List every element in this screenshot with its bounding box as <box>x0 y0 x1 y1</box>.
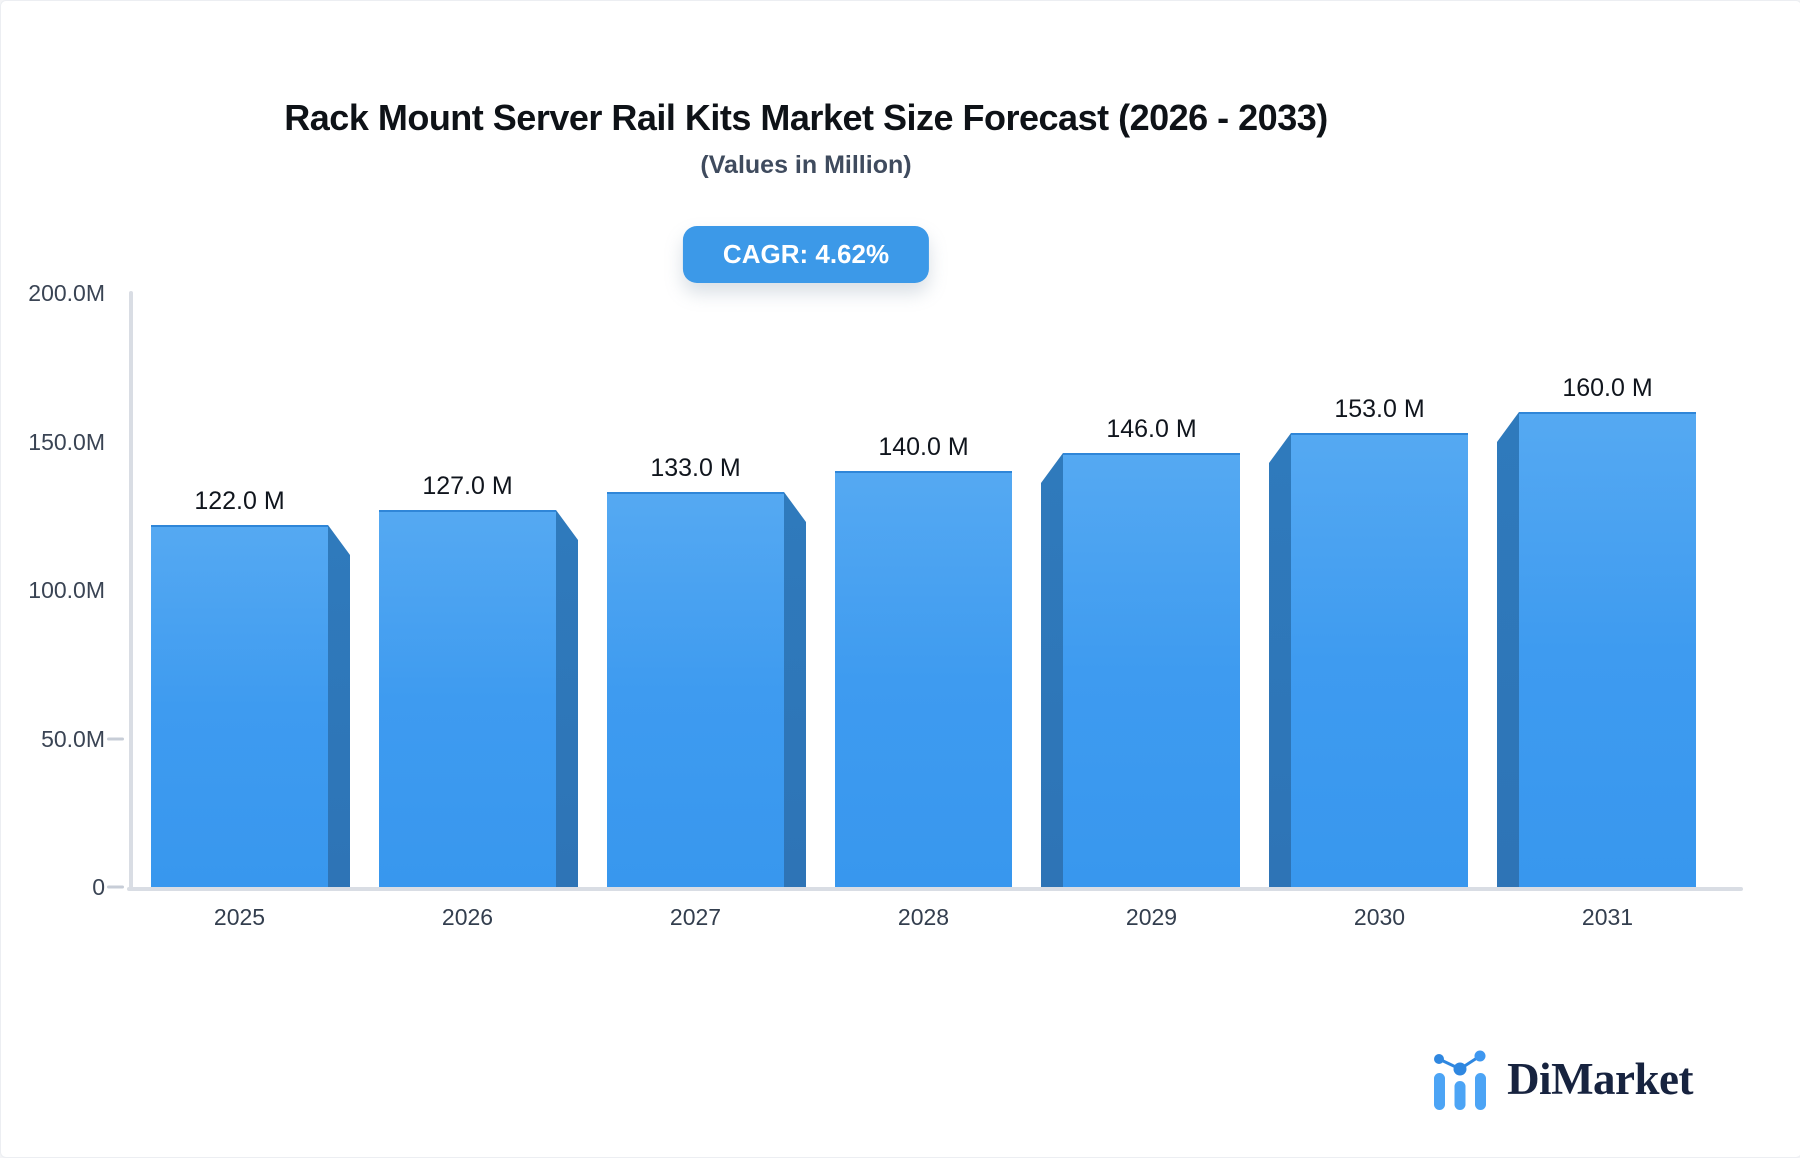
bar-value-label: 146.0 M <box>1106 415 1197 443</box>
bar-2027 <box>607 492 784 887</box>
bar-value-label: 160.0 M <box>1562 374 1653 402</box>
y-tick-mark <box>107 885 124 889</box>
chart-title: Rack Mount Server Rail Kits Market Size … <box>284 97 1328 138</box>
x-tick-label: 2031 <box>1581 904 1634 930</box>
x-tick-label: 2026 <box>441 904 494 930</box>
x-tick-label: 2027 <box>669 904 722 930</box>
y-tick-label: 100.0M <box>28 577 105 603</box>
bar-2030 <box>1291 433 1468 887</box>
y-tick-label: 50.0M <box>41 725 105 752</box>
x-tick-label: 2028 <box>897 904 950 930</box>
bar-value-label: 122.0 M <box>194 487 285 515</box>
bar-3d-side <box>328 525 350 887</box>
y-tick-label: 0 <box>92 874 105 900</box>
y-axis-line <box>129 291 133 891</box>
brand-name: DiMarket <box>1507 1053 1693 1104</box>
dimarket-logo-icon <box>1434 1050 1487 1110</box>
bar-3d-side <box>784 492 806 887</box>
bar-3d-side <box>1041 453 1063 887</box>
x-tick-label: 2030 <box>1353 904 1406 930</box>
bar-2028 <box>835 471 1012 887</box>
x-tick-label: 2029 <box>1125 904 1178 930</box>
bar-value-label: 133.0 M <box>650 454 741 482</box>
y-tick-mark <box>107 737 124 740</box>
bar-value-label: 140.0 M <box>878 433 969 461</box>
x-axis-line <box>127 887 1743 891</box>
bar-2026 <box>379 510 556 887</box>
bar-3d-side <box>1269 433 1291 887</box>
brand-logo: DiMarket <box>1428 1047 1693 1111</box>
x-tick-label: 2025 <box>213 904 266 930</box>
bar-3d-side <box>556 510 578 887</box>
bar-2029 <box>1063 453 1240 887</box>
bar-value-label: 127.0 M <box>422 472 513 500</box>
y-tick-label: 200.0M <box>28 280 105 306</box>
bar-2025 <box>151 525 328 887</box>
bar-value-label: 153.0 M <box>1334 395 1425 423</box>
y-tick-label: 150.0M <box>28 428 105 455</box>
bar-2031 <box>1519 412 1696 887</box>
chart-subtitle: (Values in Million) <box>700 151 912 179</box>
cagr-badge: CAGR: 4.62% <box>682 226 930 283</box>
bar-3d-side <box>1497 412 1519 887</box>
